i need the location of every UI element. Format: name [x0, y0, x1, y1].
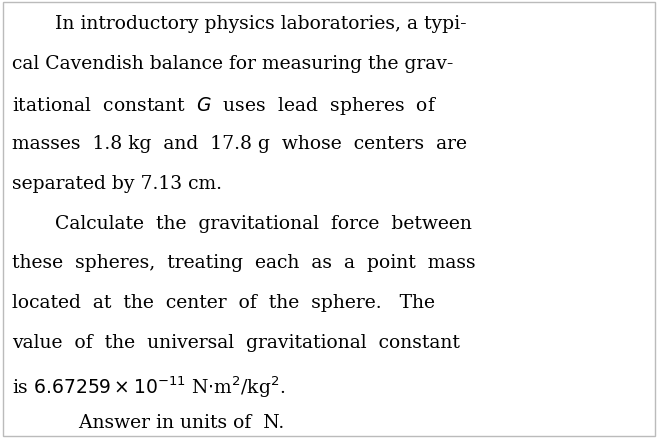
Text: these  spheres,  treating  each  as  a  point  mass: these spheres, treating each as a point …	[12, 254, 476, 272]
Text: masses  1.8 kg  and  17.8 g  whose  centers  are: masses 1.8 kg and 17.8 g whose centers a…	[12, 135, 467, 153]
Text: In introductory physics laboratories, a typi-: In introductory physics laboratories, a …	[55, 15, 467, 33]
Text: Calculate  the  gravitational  force  between: Calculate the gravitational force betwee…	[55, 215, 472, 233]
Text: value  of  the  universal  gravitational  constant: value of the universal gravitational con…	[12, 334, 460, 352]
Text: Answer in units of  N.: Answer in units of N.	[55, 414, 284, 432]
Text: itational  constant  $G$  uses  lead  spheres  of: itational constant $G$ uses lead spheres…	[12, 95, 437, 117]
Text: located  at  the  center  of  the  sphere.   The: located at the center of the sphere. The	[12, 294, 435, 312]
Text: cal Cavendish balance for measuring the grav-: cal Cavendish balance for measuring the …	[12, 55, 453, 73]
Text: is $6.67259 \times 10^{-11}$ N$\cdot$m$^2$/kg$^2$.: is $6.67259 \times 10^{-11}$ N$\cdot$m$^…	[12, 374, 286, 399]
Text: separated by 7.13 cm.: separated by 7.13 cm.	[12, 175, 222, 193]
